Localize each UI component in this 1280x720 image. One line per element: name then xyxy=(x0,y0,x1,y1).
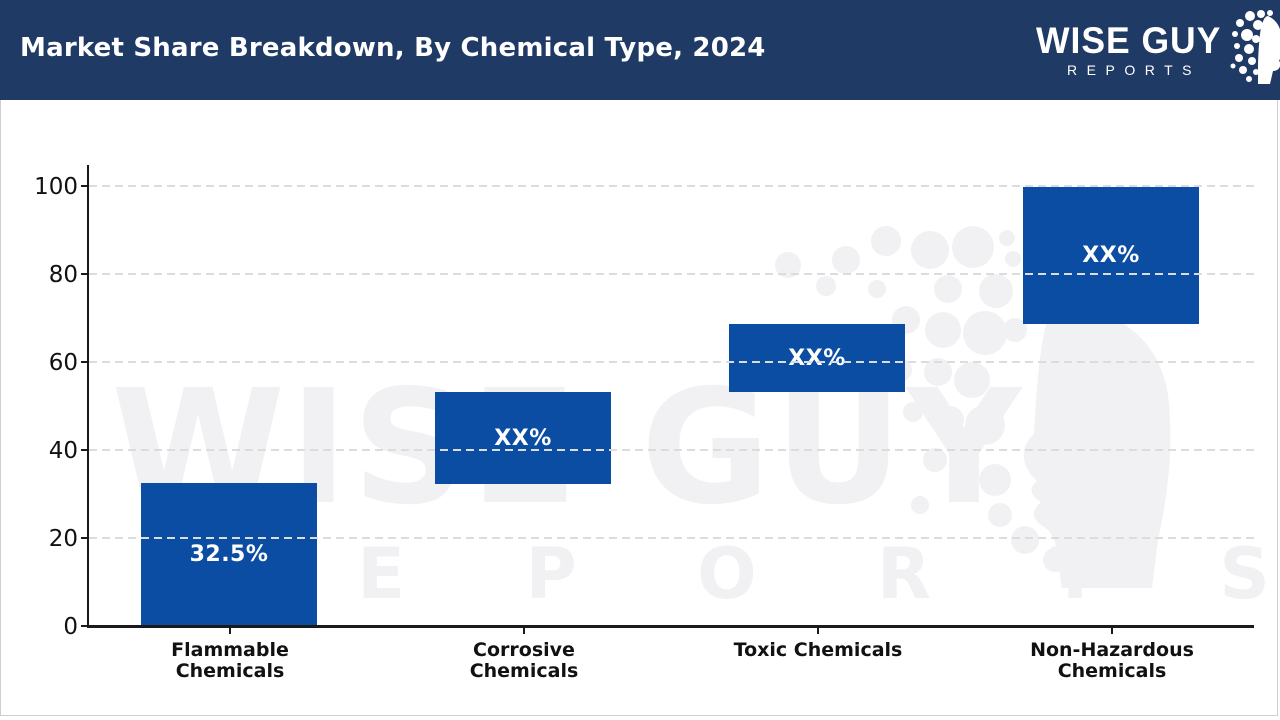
y-tickmark xyxy=(81,537,87,539)
y-tick-40: 40 xyxy=(48,438,78,464)
y-tickmark xyxy=(81,449,87,451)
bar-corrosive-chemicals: XX% xyxy=(435,392,611,484)
x-label-non-hazardous-chemicals: Non-Hazardous Chemicals xyxy=(992,640,1232,682)
gridline-60 xyxy=(89,361,1254,363)
x-label-corrosive-chemicals: Corrosive Chemicals xyxy=(404,640,644,682)
x-label-line: Flammable xyxy=(171,639,289,661)
bar-toxic-chemicals: XX% xyxy=(729,324,905,392)
gridline-20 xyxy=(89,537,1254,539)
y-tickmark xyxy=(81,185,87,187)
x-label-line: Chemicals xyxy=(175,660,285,682)
brand-name: WISE GUY xyxy=(1036,20,1222,61)
y-tickmark xyxy=(81,273,87,275)
header-band: Market Share Breakdown, By Chemical Type… xyxy=(0,0,1280,100)
x-axis-line xyxy=(87,625,1254,628)
y-axis-line xyxy=(87,165,89,627)
x-label-toxic-chemicals: Toxic Chemicals xyxy=(698,640,938,661)
bar-value-label: XX% xyxy=(1082,243,1140,268)
x-tickmark xyxy=(1111,628,1113,634)
x-label-line: Chemicals xyxy=(469,660,579,682)
x-tickmark xyxy=(229,628,231,634)
y-tick-20: 20 xyxy=(48,526,78,552)
y-tick-100: 100 xyxy=(34,174,78,200)
x-label-flammable-chemicals: Flammable Chemicals xyxy=(110,640,350,682)
y-tick-80: 80 xyxy=(48,262,78,288)
y-tick-0: 0 xyxy=(63,614,78,640)
chart-title: Market Share Breakdown, By Chemical Type… xyxy=(20,33,766,63)
y-tickmark xyxy=(81,361,87,363)
x-label-line: Non-Hazardous xyxy=(1030,639,1194,661)
bar-flammable-chemicals: 32.5% xyxy=(141,483,317,626)
gridline-100 xyxy=(89,185,1254,187)
logo-head-icon xyxy=(1230,10,1280,84)
brand-logo: WISE GUY REPORTS xyxy=(1036,6,1280,94)
brand-subtitle: REPORTS xyxy=(1067,62,1201,78)
x-tickmark xyxy=(523,628,525,634)
x-tickmark xyxy=(817,628,819,634)
bar-non-hazardous-chemicals: XX% xyxy=(1023,187,1199,324)
bar-value-label: 32.5% xyxy=(189,542,269,567)
y-tick-60: 60 xyxy=(48,350,78,376)
gridline-40 xyxy=(89,449,1254,451)
brand-logo-text: WISE GUY REPORTS xyxy=(1036,20,1229,79)
x-label-line: Corrosive xyxy=(473,639,575,661)
bar-value-label: XX% xyxy=(494,425,552,451)
gridline-80 xyxy=(89,273,1254,275)
bar-value-label: XX% xyxy=(788,345,846,371)
y-tickmark xyxy=(81,625,87,627)
x-label-line: Chemicals xyxy=(1057,660,1167,682)
x-label-line: Toxic Chemicals xyxy=(733,639,903,661)
